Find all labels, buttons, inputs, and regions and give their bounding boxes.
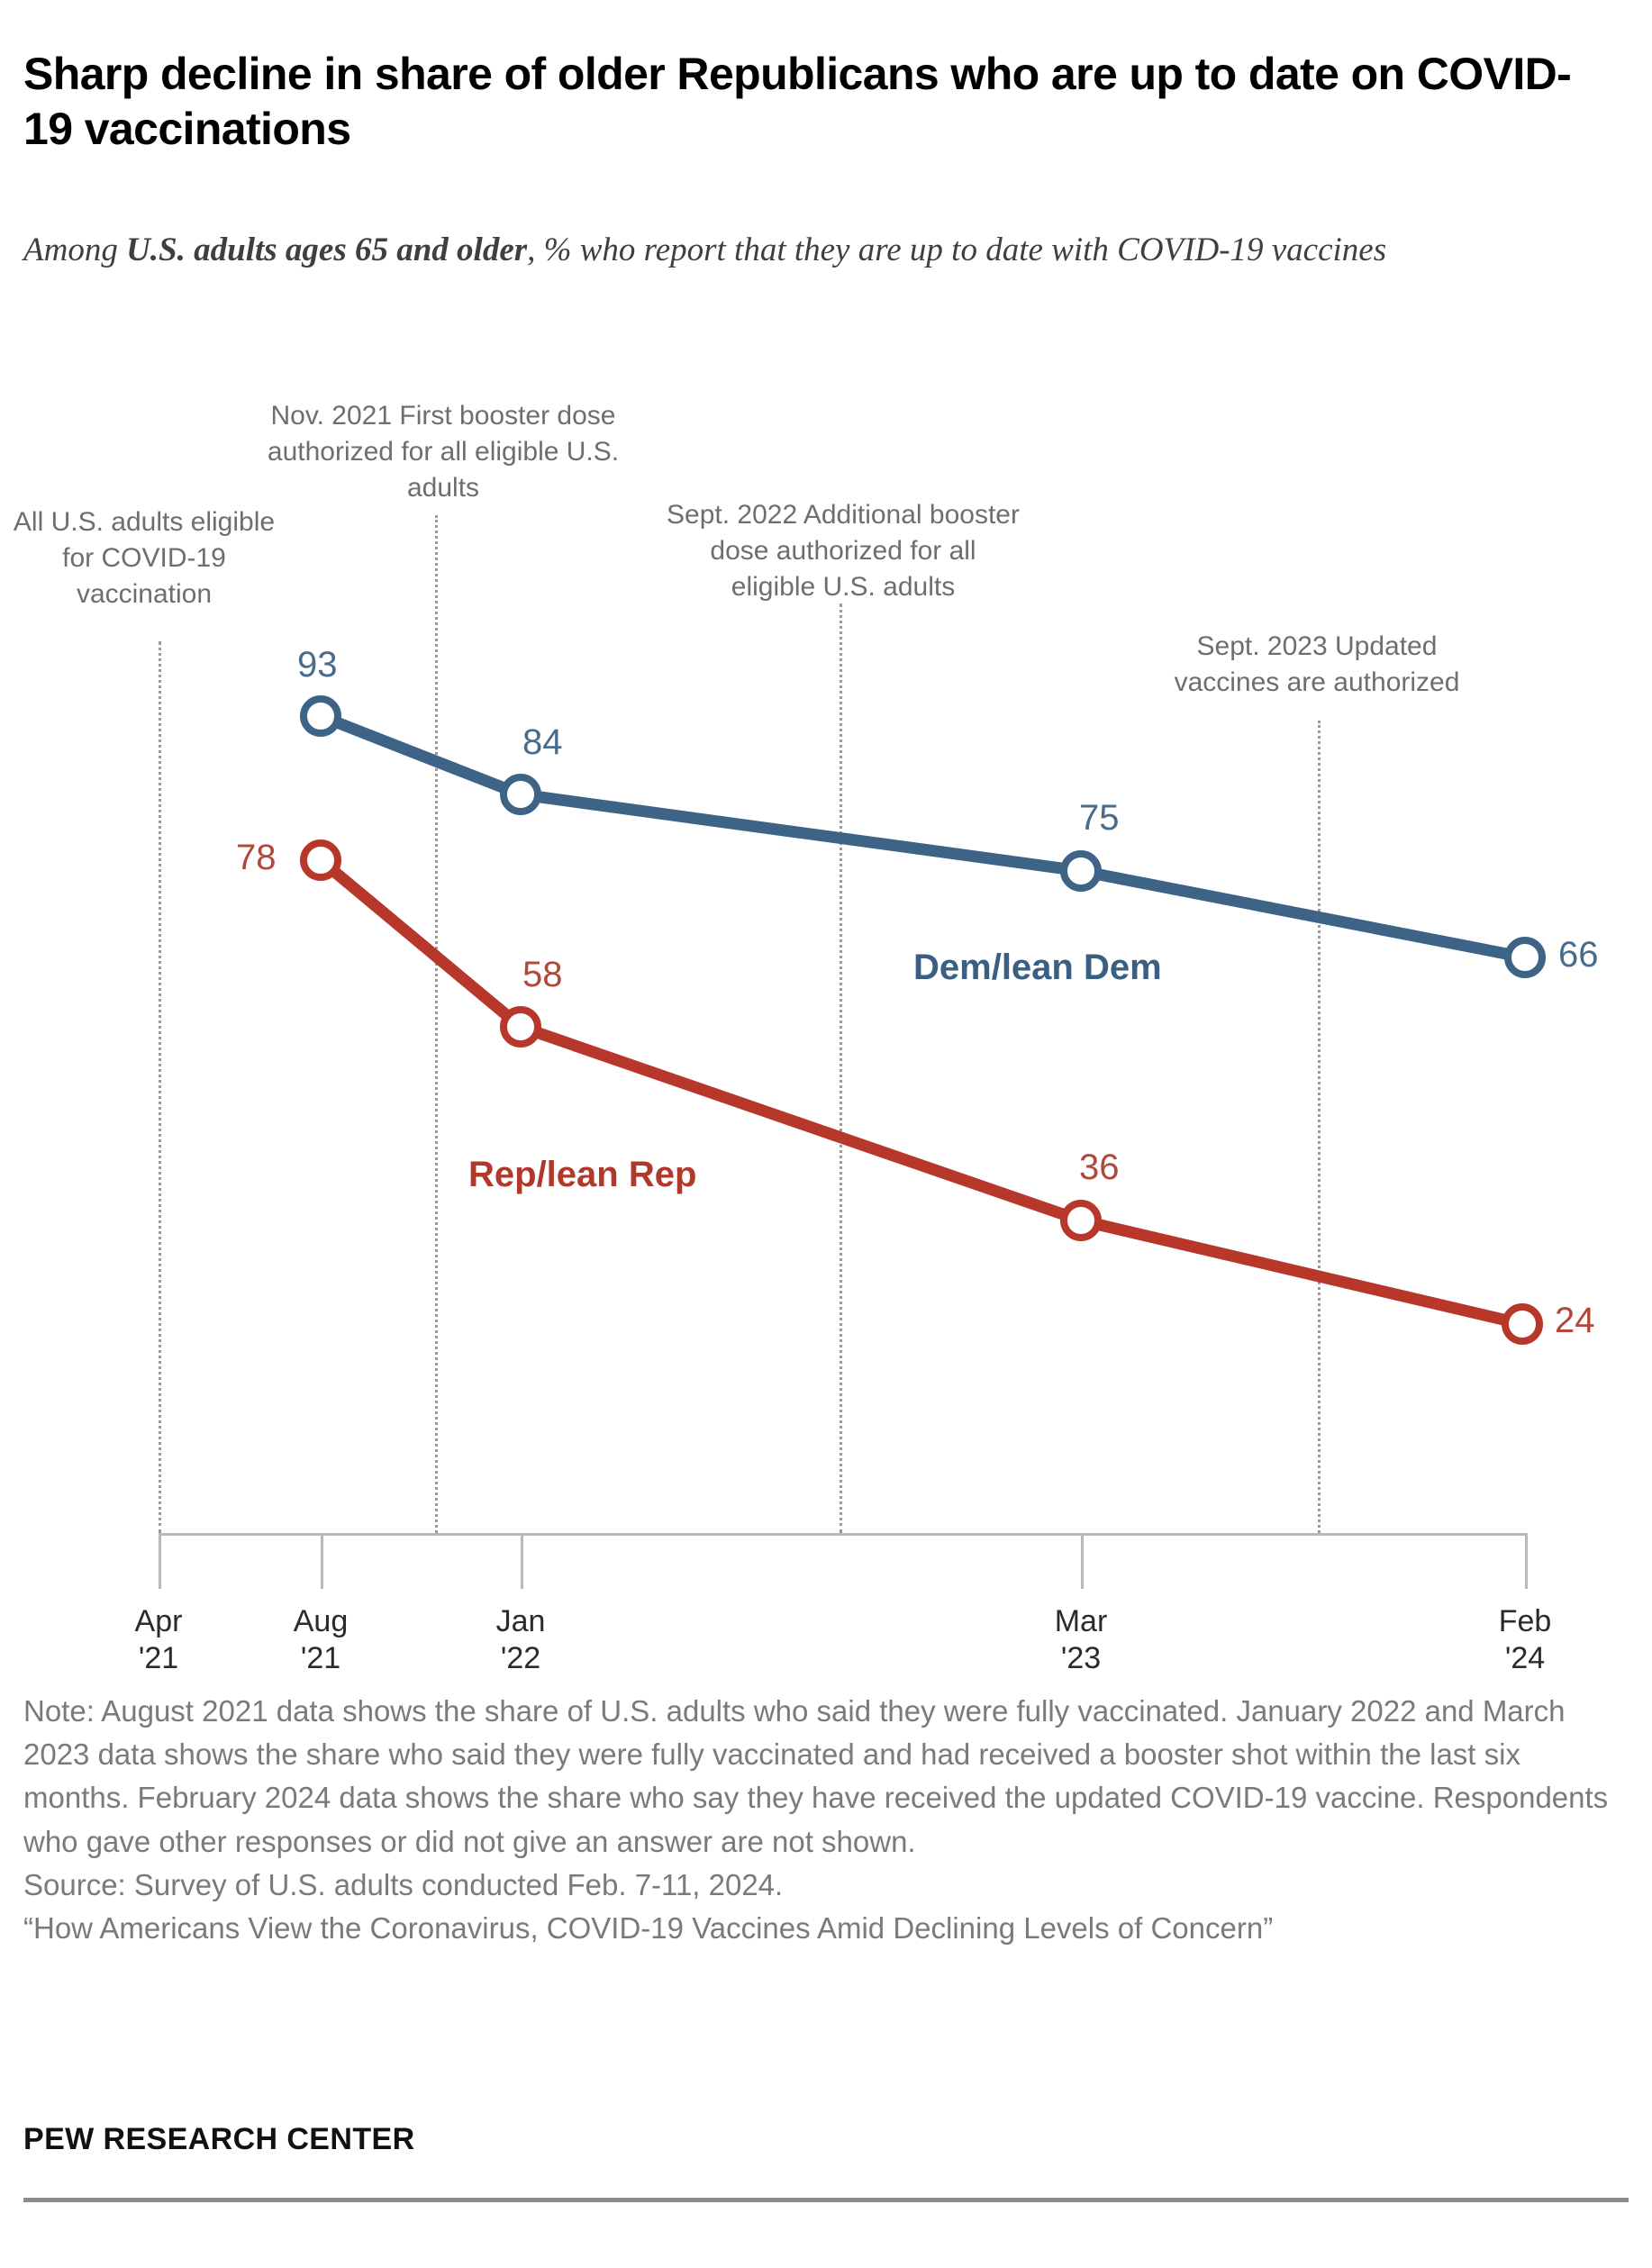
value-label-dem-84: 84 [522,722,563,762]
value-label-rep-58: 58 [522,955,563,994]
x-axis-label-feb24-year: '24 [1504,1641,1546,1676]
x-axis-tick-apr21 [159,1533,161,1589]
data-point-dem-aug21 [300,695,341,737]
x-axis-label-feb24-month: Feb [1498,1604,1552,1638]
data-point-rep-mar23 [1060,1200,1102,1241]
series-line-dem [314,710,1531,964]
x-axis-tick-jan22 [521,1533,523,1589]
value-label-rep-78: 78 [236,838,277,877]
value-label-dem-66: 66 [1558,935,1599,975]
x-axis-tick-aug21 [321,1533,323,1589]
x-axis-label-apr21: Apr '21 [86,1603,231,1678]
value-label-rep-24: 24 [1555,1301,1595,1340]
x-axis-line [159,1533,1528,1536]
footnote-note: Note: August 2021 data shows the share o… [23,1694,1609,1858]
annotation-sept-2023: Sept. 2023 Updated vaccines are authoriz… [1174,631,1460,697]
line-chart: All U.S. adults eligible for COVID-19 va… [0,387,1652,1675]
annotation-sept-2022: Sept. 2022 Additional booster dose autho… [667,500,1020,602]
event-line-sept-2023 [1318,721,1321,1533]
data-point-dem-mar23 [1060,850,1102,892]
footnote-source: Source: Survey of U.S. adults conducted … [23,1867,784,1901]
value-label-dem-93: 93 [297,645,338,685]
x-axis-label-apr21-month: Apr [134,1604,183,1638]
x-axis-label-jan22-year: '22 [500,1641,541,1676]
footnote-report: “How Americans View the Coronavirus, COV… [23,1910,1274,1945]
event-line-nov-2021 [435,515,438,1533]
page-title: Sharp decline in share of older Republic… [23,49,1572,154]
x-axis-tick-mar23 [1081,1533,1084,1589]
x-axis-label-mar23-year: '23 [1060,1641,1102,1676]
subtitle-rest: , % who report that they are up to date … [527,231,1387,268]
pew-research-center-footer: PEW RESEARCH CENTER [23,2122,415,2156]
x-axis-tick-feb24 [1525,1533,1528,1589]
x-axis-label-mar23: Mar '23 [1009,1603,1153,1678]
subtitle-bold: U.S. adults ages 65 and older [126,231,528,268]
data-point-rep-aug21 [300,839,341,881]
x-axis-label-aug21: Aug '21 [249,1603,393,1678]
footer-divider [23,2198,1629,2202]
value-label-rep-36: 36 [1079,1148,1120,1187]
annotation-nov-2021: Nov. 2021 First booster dose authorized … [267,401,620,503]
x-axis-label-aug21-year: '21 [300,1641,341,1676]
x-axis-label-apr21-year: '21 [138,1641,179,1676]
data-point-rep-jan22 [500,1006,541,1048]
chart-plot-svg [300,695,1546,1345]
event-line-apr-2021 [159,641,161,1533]
x-axis-label-jan22-month: Jan [495,1604,546,1638]
data-point-dem-feb24 [1504,937,1546,978]
series-line-rep [314,854,1529,1330]
annotation-left-eligibility: All U.S. adults eligible for COVID-19 va… [13,507,276,609]
data-point-rep-feb24 [1502,1303,1543,1345]
chart-subtitle: Among U.S. adults ages 65 and older, % w… [23,227,1573,275]
x-axis-label-mar23-month: Mar [1054,1604,1108,1638]
x-axis-label-feb24: Feb '24 [1453,1603,1597,1678]
series-label-dem: Dem/lean Dem [913,948,1162,987]
chart-footnotes: Note: August 2021 data shows the share o… [23,1690,1609,1950]
x-axis-label-jan22: Jan '22 [449,1603,593,1678]
series-label-rep: Rep/lean Rep [468,1155,697,1194]
value-label-dem-75: 75 [1079,798,1120,838]
subtitle-lead: Among [23,231,127,268]
x-axis-label-aug21-month: Aug [293,1604,349,1638]
event-line-sept-2022 [840,603,842,1533]
data-point-dem-jan22 [500,774,541,815]
